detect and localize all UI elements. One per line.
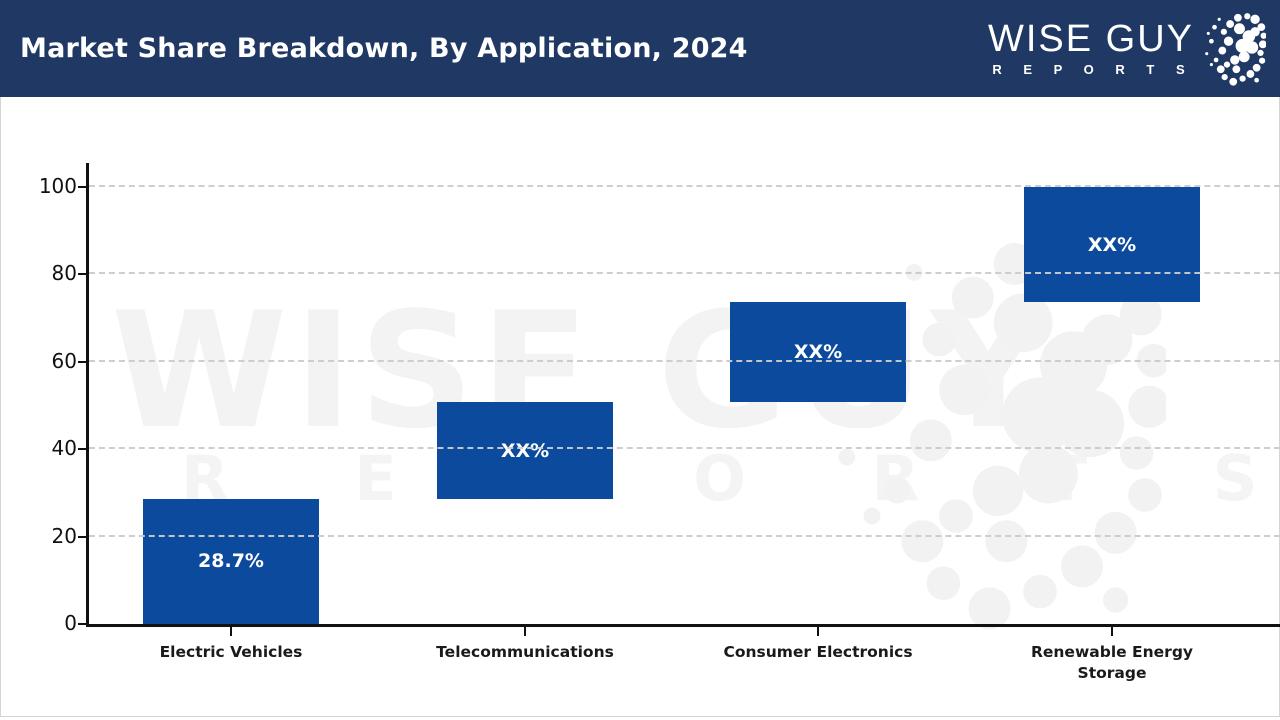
- gridline-y20: [89, 534, 1280, 537]
- y-tick-mark: [78, 623, 87, 625]
- x-tick-mark: [1111, 627, 1113, 636]
- bar-renewable-energy-storage: XX%: [1024, 187, 1200, 303]
- y-tick-label: 20: [51, 523, 77, 548]
- x-tick-mark: [524, 627, 526, 636]
- bar-consumer-electronics: XX%: [730, 302, 906, 403]
- y-tick-label: 60: [51, 348, 77, 373]
- x-category-label: Telecommunications: [436, 643, 614, 661]
- wiseguy-head-icon: [1205, 12, 1266, 86]
- y-tick-mark: [78, 360, 87, 363]
- x-category-label: Consumer Electronics: [723, 643, 913, 661]
- brand-subtitle: R E P O R T S: [992, 62, 1194, 77]
- y-tick-mark: [78, 448, 87, 451]
- gridline-y60: [89, 359, 1280, 362]
- x-tick-mark: [230, 627, 232, 636]
- gridline-y40: [89, 447, 1280, 450]
- brand-wordmark: WISE GUY R E P O R T S: [988, 20, 1194, 77]
- gridline-y80: [89, 272, 1280, 275]
- y-tick-label: 40: [51, 436, 77, 461]
- y-tick-label: 0: [64, 611, 77, 635]
- plot-area: 28.7% XX% XX% XX%: [89, 165, 1280, 624]
- bar-value-label: XX%: [1087, 233, 1137, 256]
- bar-electric-vehicles: 28.7%: [143, 498, 319, 624]
- y-tick-label: 80: [51, 261, 77, 286]
- brand-logo: WISE GUY R E P O R T S: [988, 8, 1280, 90]
- x-tick-mark: [817, 627, 819, 636]
- page-title: Market Share Breakdown, By Application, …: [20, 33, 748, 64]
- x-category-label: Renewable Energy Storage: [1030, 643, 1194, 682]
- y-axis-spine: [86, 163, 89, 624]
- y-tick-mark: [78, 273, 87, 276]
- gridline-y100: [89, 185, 1280, 187]
- x-axis-spine: [86, 624, 1280, 627]
- y-tick-mark: [78, 186, 87, 188]
- y-tick-label: 100: [38, 174, 77, 198]
- header-bar: Market Share Breakdown, By Application, …: [0, 0, 1280, 97]
- bar-value-label: XX%: [793, 341, 843, 364]
- bar-value-label: 28.7%: [198, 550, 264, 573]
- y-tick-mark: [78, 535, 87, 538]
- brand-name: WISE GUY: [987, 18, 1194, 60]
- x-category-label: Electric Vehicles: [159, 643, 303, 661]
- bar-value-label: XX%: [500, 439, 550, 462]
- bar-telecommunications: XX%: [437, 402, 613, 499]
